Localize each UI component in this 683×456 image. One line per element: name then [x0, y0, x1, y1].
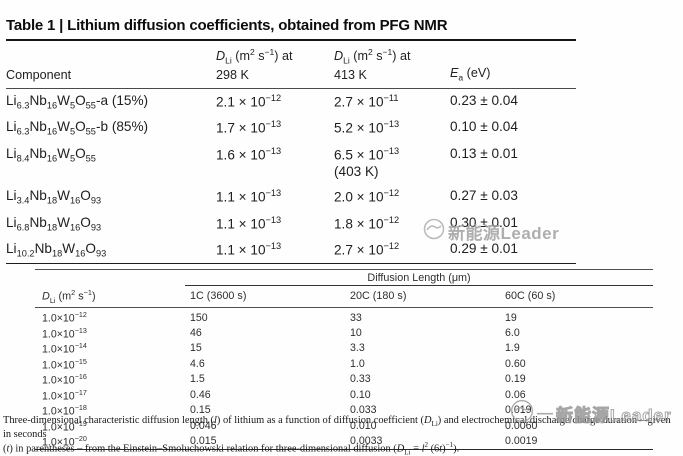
dli-cell: 1.0×10−13	[42, 325, 87, 341]
dli-cell: 1.0×10−12	[42, 310, 87, 325]
d298-cell: 1.7 × 10−13	[216, 119, 282, 136]
table1: Component DLi (m2 s−1) at 298 K DLi (m2 s…	[6, 41, 576, 265]
len-20c-cell: 0.33	[350, 373, 371, 386]
len-20c-cell: 3.3	[350, 342, 365, 355]
dli-cell: 1.0×10−14	[42, 341, 87, 356]
table-row: Li3.4Nb18W16O93 1.1 × 10−13 2.0 × 10−12 …	[6, 184, 576, 210]
diffusion-length-span-header: Diffusion Length (μm)	[185, 269, 654, 286]
table2-section: Diffusion Length (μm) DLi (m2 s−1) 1C (3…	[35, 269, 654, 451]
table1-title: Table 1 | Lithium diffusion coefficients…	[6, 17, 576, 41]
table-row: 1.0×10−19 0.046 0.010 0.0060	[35, 419, 653, 434]
dli-cell: 1.0×10−20	[42, 434, 87, 449]
len-60c-cell: 0.06	[505, 388, 526, 401]
d298-cell: 2.1 × 10−12	[216, 93, 282, 110]
table-footnote: Three-dimensional characteristic diffusi…	[3, 415, 681, 456]
len-1c-cell: 0.015	[190, 435, 217, 448]
ea-cell: 0.30 ± 0.01	[450, 214, 518, 230]
table-row: 1.0×10−17 0.46 0.10 0.06	[35, 388, 653, 403]
table-row: 1.0×10−15 4.6 1.0 0.60	[35, 357, 653, 372]
table-row: Li10.2Nb18W16O93 1.1 × 10−13 2.7 × 10−12…	[6, 237, 576, 264]
component-header: Component	[6, 41, 216, 90]
d298-header: DLi (m2 s−1) at 298 K	[216, 41, 334, 90]
d413-cell: 1.8 × 10−12	[334, 214, 400, 232]
dli-cell: 1.0×10−18	[42, 403, 87, 418]
component-cell: Li6.3Nb16W5O55-a (15%)	[6, 93, 149, 111]
len-1c-cell: 0.046	[190, 419, 217, 432]
len-1c-cell: 15	[190, 342, 202, 355]
footnote-line2: (t) in parentheses – from the Einstein–S…	[3, 441, 460, 456]
component-cell: Li6.3Nb16W5O55-b (85%)	[6, 119, 149, 138]
d413-header: DLi (m2 s−1) at 413 K	[334, 41, 450, 90]
table-row: 1.0×10−16 1.5 0.33 0.19	[35, 372, 653, 387]
table1-section: Table 1 | Lithium diffusion coefficients…	[6, 17, 576, 265]
component-cell: Li8.4Nb16W5O55	[6, 145, 96, 164]
len-1c-cell: 1.5	[190, 373, 205, 386]
table2: Diffusion Length (μm) DLi (m2 s−1) 1C (3…	[35, 269, 654, 451]
dli-cell: 1.0×10−16	[42, 372, 87, 387]
d413-cell: 2.7 × 10−12	[334, 240, 400, 258]
component-cell: Li10.2Nb18W16O93	[6, 240, 107, 259]
len-1c-cell: 150	[190, 311, 208, 324]
rate-60c-header: 60C (60 s)	[495, 285, 654, 309]
d413-cell: 2.7 × 10−11	[334, 93, 399, 110]
ea-cell: 0.27 ± 0.03	[450, 188, 518, 204]
len-60c-cell: 0.0019	[505, 435, 538, 448]
len-60c-cell: 6.0	[505, 326, 520, 339]
dli-cell: 1.0×10−19	[42, 418, 87, 434]
ea-cell: 0.23 ± 0.04	[450, 93, 518, 109]
len-20c-cell: 33	[350, 311, 362, 324]
component-cell: Li6.8Nb18W16O93	[6, 214, 102, 233]
len-1c-cell: 0.46	[190, 388, 211, 401]
rate-20c-header: 20C (180 s)	[340, 285, 495, 309]
component-cell: Li3.4Nb18W16O93	[6, 188, 102, 206]
ea-cell: 0.13 ± 0.01	[450, 145, 518, 161]
d298-cell: 1.1 × 10−13	[216, 214, 282, 232]
len-1c-cell: 4.6	[190, 357, 205, 370]
table-row: Li6.3Nb16W5O55-a (15%) 2.1 × 10−12 2.7 ×…	[6, 89, 576, 116]
rate-1c-header: 1C (3600 s)	[185, 285, 340, 309]
len-20c-cell: 10	[350, 326, 362, 339]
table-row: Li6.3Nb16W5O55-b (85%) 1.7 × 10−13 5.2 ×…	[6, 115, 576, 141]
table-row: 1.0×10−12 150 33 19	[35, 308, 653, 326]
len-20c-cell: 0.033	[350, 404, 377, 417]
dli-cell: 1.0×10−15	[42, 356, 87, 372]
len-60c-cell: 0.60	[505, 357, 526, 370]
table-row: 1.0×10−20 0.015 0.0033 0.0019	[35, 434, 653, 450]
table-row: 1.0×10−13 46 10 6.0	[35, 326, 653, 341]
d413-cell: 6.5 × 10−13 (403 K)	[334, 145, 400, 180]
footnote-line1: Three-dimensional characteristic diffusi…	[3, 415, 671, 440]
len-60c-cell: 1.9	[505, 342, 520, 355]
ea-cell: 0.10 ± 0.04	[450, 119, 518, 135]
d413-cell: 2.0 × 10−12	[334, 188, 400, 205]
len-1c-cell: 46	[190, 326, 202, 339]
d413-cell: 5.2 × 10−13	[334, 119, 400, 136]
len-60c-cell: 19	[505, 311, 517, 324]
d298-cell: 1.1 × 10−13	[216, 188, 282, 205]
table-row: 1.0×10−14 15 3.3 1.9	[35, 341, 653, 356]
table2-span-header-row: Diffusion Length (μm)	[35, 269, 654, 286]
len-20c-cell: 0.0033	[350, 435, 383, 448]
ea-cell: 0.29 ± 0.01	[450, 240, 518, 256]
len-1c-cell: 0.15	[190, 404, 211, 417]
table1-header-row: Component DLi (m2 s−1) at 298 K DLi (m2 s…	[6, 41, 576, 90]
len-20c-cell: 1.0	[350, 357, 365, 370]
d298-cell: 1.6 × 10−13	[216, 145, 282, 163]
table-row: Li6.8Nb18W16O93 1.1 × 10−13 1.8 × 10−12 …	[6, 211, 576, 237]
len-60c-cell: 0.19	[505, 373, 526, 386]
dli-cell: 1.0×10−17	[42, 387, 87, 403]
dli-header: DLi (m2 s−1)	[35, 285, 185, 309]
ea-header: Ea (eV)	[450, 41, 576, 90]
table2-header-row: DLi (m2 s−1) 1C (3600 s) 20C (180 s) 60C…	[35, 285, 654, 309]
table-row: Li8.4Nb16W5O55 1.6 × 10−13 6.5 × 10−13 (4…	[6, 142, 576, 185]
empty-header-cell	[35, 270, 185, 286]
d298-cell: 1.1 × 10−13	[216, 240, 282, 258]
len-20c-cell: 0.10	[350, 388, 371, 401]
len-20c-cell: 0.010	[350, 419, 377, 432]
len-60c-cell: 0.0060	[505, 419, 538, 432]
